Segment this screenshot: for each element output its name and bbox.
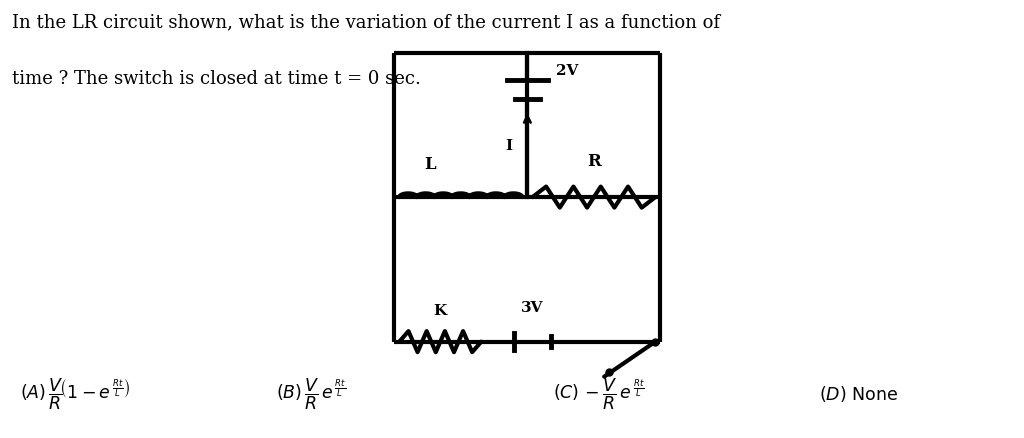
Text: R: R [587, 153, 601, 170]
Text: In the LR circuit shown, what is the variation of the current I as a function of: In the LR circuit shown, what is the var… [12, 13, 720, 31]
Text: 3V: 3V [521, 301, 544, 315]
Text: $(D)\ \mathrm{None}$: $(D)\ \mathrm{None}$ [819, 384, 898, 404]
Text: I: I [506, 139, 512, 153]
Text: $(B)\,\dfrac{V}{R}\,e^{\,\frac{Rt}{L}}$: $(B)\,\dfrac{V}{R}\,e^{\,\frac{Rt}{L}}$ [276, 377, 347, 412]
Text: time ? The switch is closed at time t = 0 sec.: time ? The switch is closed at time t = … [12, 70, 421, 88]
Text: $(A)\,\dfrac{V}{R}\!\left(1-e^{\,\frac{Rt}{L}}\right)$: $(A)\,\dfrac{V}{R}\!\left(1-e^{\,\frac{R… [20, 377, 131, 412]
Text: L: L [424, 156, 436, 173]
Text: K: K [434, 304, 446, 318]
Text: $(C)\,-\dfrac{V}{R}\,e^{\,\frac{Rt}{L}}$: $(C)\,-\dfrac{V}{R}\,e^{\,\frac{Rt}{L}}$ [553, 377, 645, 412]
Text: 2V: 2V [556, 64, 579, 78]
